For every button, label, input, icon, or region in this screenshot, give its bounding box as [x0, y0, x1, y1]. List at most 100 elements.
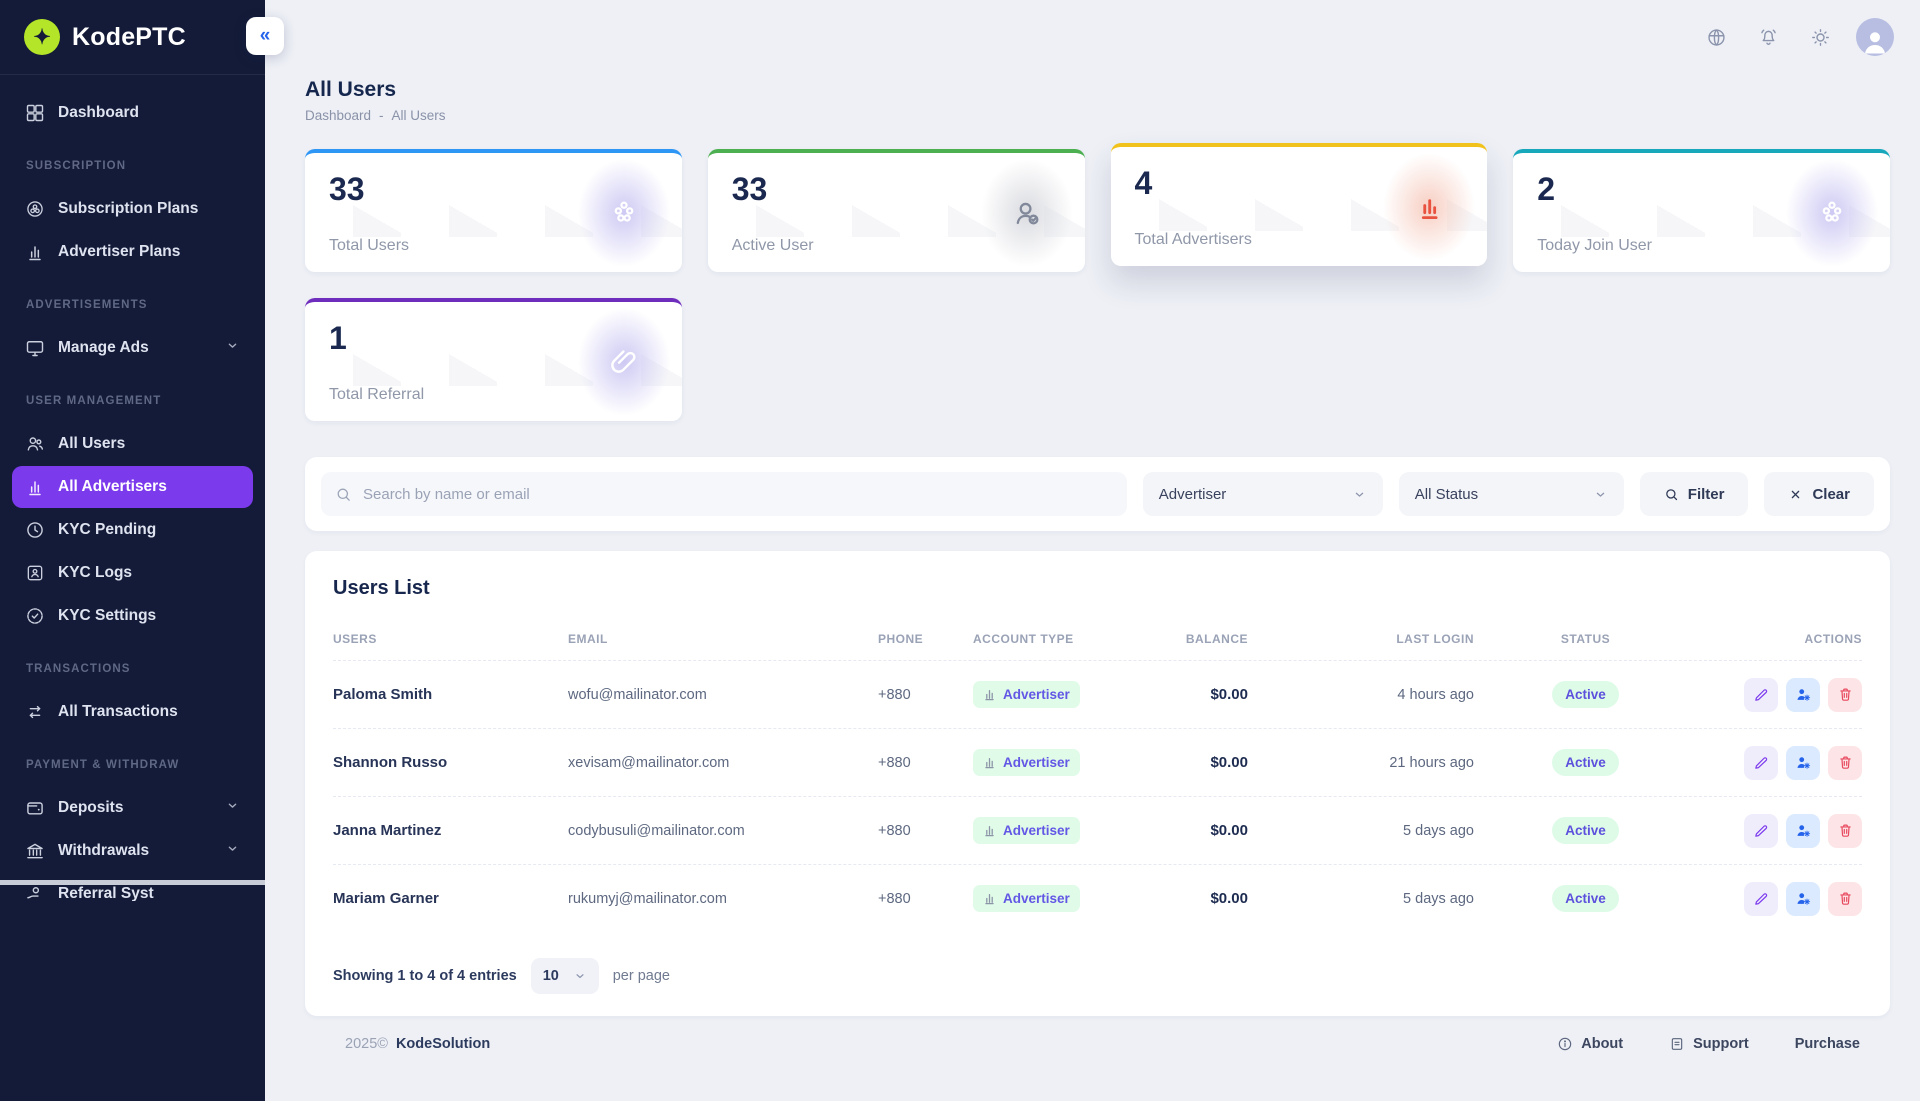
stat-card-active-user[interactable]: 33 Active User [707, 149, 1085, 272]
delete-button[interactable] [1828, 677, 1862, 712]
user-name: Mariam Garner [333, 890, 439, 907]
user-settings-button[interactable] [1786, 745, 1820, 780]
stat-card-total-users[interactable]: 33 Total Users [305, 149, 682, 272]
account-type-badge: Advertiser [973, 681, 1080, 708]
sidebar-item-advertiser-plans[interactable]: Advertiser Plans [12, 231, 253, 273]
sidebar-item-withdrawals[interactable]: Withdrawals [12, 830, 253, 872]
sidebar-item-kyc-settings[interactable]: KYC Settings [12, 595, 253, 637]
sidebar-item-manage-ads[interactable]: Manage Ads [12, 327, 253, 369]
user-name: Janna Martinez [333, 822, 442, 839]
clear-button[interactable]: Clear [1764, 472, 1874, 516]
sidebar-item-deposits[interactable]: Deposits [12, 787, 253, 829]
user-email: rukumyj@mailinator.com [568, 890, 727, 907]
delete-button[interactable] [1828, 745, 1862, 780]
edit-button[interactable] [1744, 881, 1778, 916]
sidebar-item-kyc-logs[interactable]: KYC Logs [12, 552, 253, 594]
user-email: codybusuli@mailinator.com [568, 822, 745, 839]
edit-button[interactable] [1744, 677, 1778, 712]
stat-icon-circle [577, 307, 670, 416]
stat-cards-row-1: 33 Total Users 33 Active User 4 Total Ad… [305, 143, 1890, 272]
sidebar-item-label: Manage Ads [58, 339, 149, 356]
footer: 2025© KodeSolution About Support Purchas… [305, 1016, 1890, 1052]
topbar [265, 0, 1920, 74]
delete-button[interactable] [1828, 881, 1862, 916]
search-input[interactable] [363, 485, 1113, 503]
user-balance: $0.00 [1210, 754, 1248, 771]
bell-icon [1760, 29, 1776, 45]
id-card-icon [27, 565, 43, 581]
trash-icon [1839, 756, 1851, 769]
stat-label: Total Referral [329, 386, 425, 403]
profile-avatar[interactable] [1856, 18, 1894, 56]
pagination: Showing 1 to 4 of 4 entries 10 per page [333, 958, 1862, 994]
user-check-icon [1016, 202, 1038, 224]
user-gear-icon [1796, 825, 1810, 837]
status-cell: Active [1474, 681, 1697, 708]
sidebar-section-advertisements: ADVERTISEMENTS [26, 299, 148, 311]
user-settings-button[interactable] [1786, 813, 1820, 848]
pencil-icon [1754, 893, 1767, 905]
sidebar-item-label: KYC Pending [58, 521, 157, 538]
stat-cards-row-2: 1 Total Referral [305, 298, 1890, 421]
theme-toggle-button[interactable] [1800, 17, 1840, 57]
brand-name: KodePTC [72, 22, 186, 51]
chevron-down-icon [225, 798, 240, 818]
chevron-down-icon [1355, 492, 1364, 497]
copyright-year: 2025© [345, 1036, 388, 1052]
user-name: Shannon Russo [333, 754, 448, 771]
bar-chart-icon [1422, 198, 1438, 219]
footer-links: About Support Purchase [1557, 1036, 1860, 1052]
purchase-label: Purchase [1794, 1036, 1860, 1052]
sidebar-item-label: Referral Syst [58, 885, 154, 901]
sidebar-collapse-button[interactable]: « [246, 17, 284, 55]
brand[interactable]: ✦ KodePTC [0, 0, 265, 75]
sidebar-item-all-users[interactable]: All Users [12, 423, 253, 465]
edit-button[interactable] [1744, 813, 1778, 848]
breadcrumb-dashboard[interactable]: Dashboard [305, 108, 372, 123]
user-last-login: 5 days ago [1403, 822, 1474, 839]
brand-logo-icon: ✦ [24, 19, 60, 55]
sidebar-item-subscription-plans[interactable]: Subscription Plans [12, 188, 253, 230]
filter-bar: Advertiser All Status Filter Clear [305, 457, 1890, 531]
delete-button[interactable] [1828, 813, 1862, 848]
status-cell: Active [1474, 817, 1697, 844]
account-type-select[interactable]: Advertiser [1142, 472, 1383, 516]
status-value: All Status [1414, 485, 1479, 503]
account-type-badge: Advertiser [973, 749, 1080, 776]
sidebar-item-referral-system[interactable]: Referral Syst [12, 873, 253, 901]
stat-value: 4 [1134, 165, 1153, 201]
user-settings-button[interactable] [1786, 881, 1820, 916]
sidebar-item-all-transactions[interactable]: All Transactions [12, 691, 253, 733]
stat-card-total-advertisers[interactable]: 4 Total Advertisers [1110, 143, 1488, 266]
content: All Users Dashboard - All Users 33 Total… [265, 74, 1920, 1052]
user-phone: +880 [878, 890, 911, 907]
support-link[interactable]: Support [1669, 1036, 1749, 1052]
sidebar-item-dashboard[interactable]: Dashboard [12, 92, 253, 134]
sidebar-item-all-advertisers[interactable]: All Advertisers [12, 466, 253, 508]
sidebar: ✦ KodePTC « Dashboard SUBSCRIPTION Subsc… [0, 0, 284, 1101]
stat-card-today-join-user[interactable]: 2 Today Join User [1513, 149, 1890, 272]
monitor-icon [26, 341, 44, 357]
sidebar-item-label: Withdrawals [58, 842, 150, 859]
per-page-select[interactable]: 10 [530, 958, 599, 994]
account-type-text: Advertiser [1003, 891, 1070, 906]
plans-icon [27, 201, 43, 217]
document-icon [1671, 1038, 1683, 1050]
pencil-icon [1754, 689, 1767, 701]
stat-card-total-referral[interactable]: 1 Total Referral [305, 298, 682, 421]
sidebar-item-kyc-pending[interactable]: KYC Pending [12, 509, 253, 551]
notifications-button[interactable] [1748, 17, 1788, 57]
bar-chart-icon [985, 826, 994, 837]
users-group-icon [614, 201, 634, 222]
filter-button[interactable]: Filter [1639, 472, 1749, 516]
sidebar-scrollbar[interactable] [0, 880, 265, 885]
chevron-down-icon [576, 974, 584, 979]
status-select[interactable]: All Status [1398, 472, 1624, 516]
sidebar-item-label: All Users [58, 435, 126, 452]
language-button[interactable] [1696, 17, 1736, 57]
purchase-link[interactable]: Purchase [1795, 1036, 1860, 1052]
user-phone: +880 [878, 822, 911, 839]
edit-button[interactable] [1744, 745, 1778, 780]
user-settings-button[interactable] [1786, 677, 1820, 712]
about-link[interactable]: About [1557, 1036, 1623, 1052]
